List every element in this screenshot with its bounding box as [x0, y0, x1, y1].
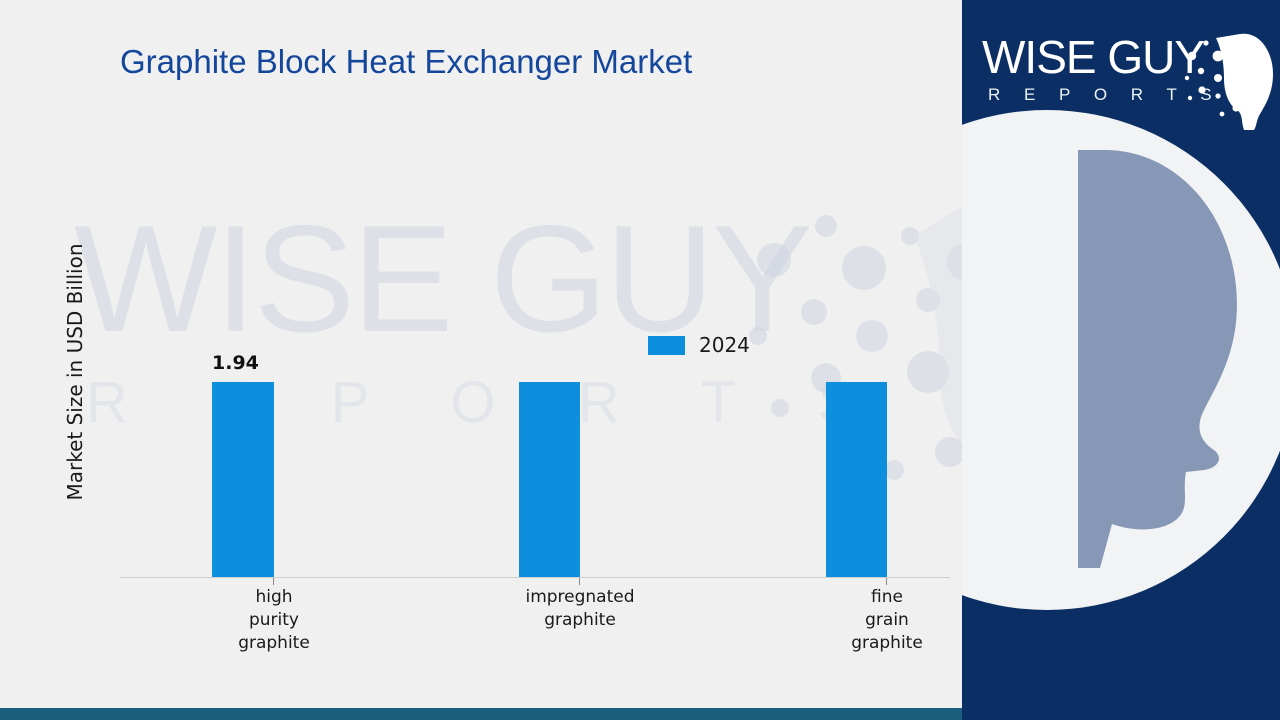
category-label-line: fine — [871, 587, 903, 607]
axis-tick — [886, 578, 887, 585]
logo-wise-text: WISE GUY — [982, 31, 1205, 83]
legend-label-2024: 2024 — [699, 333, 750, 357]
brand-panel: WISE GUY R E P O R T S — [962, 0, 1280, 720]
category-label-impregnated-graphite: impregnated graphite — [499, 586, 661, 632]
axis-tick — [273, 578, 274, 585]
bar-impregnated-graphite[interactable] — [519, 382, 580, 577]
logo-dots-head-icon — [1184, 33, 1273, 130]
category-label-line: graphite — [238, 633, 310, 653]
category-label-line: impregnated — [525, 587, 635, 607]
x-axis-baseline — [120, 577, 950, 578]
head-silhouette-icon — [1078, 150, 1237, 568]
category-label-line: purity — [248, 610, 299, 630]
category-label-fine-grain-graphite: fine grain graphite — [806, 586, 968, 655]
bar-value-label: 1.94 — [212, 352, 259, 374]
category-label-line: graphite — [544, 610, 616, 630]
axis-tick — [579, 578, 580, 585]
page-title: Graphite Block Heat Exchanger Market — [120, 43, 693, 80]
logo-reports-text: R E P O R T S — [988, 85, 1222, 104]
category-label-line: grain — [865, 610, 909, 630]
category-label-line: graphite — [851, 633, 923, 653]
chart-legend[interactable]: 2024 — [648, 333, 750, 357]
category-label-high-purity-graphite: high purity graphite — [193, 586, 355, 655]
bar-fine-grain-graphite[interactable] — [826, 382, 887, 577]
bar-high-purity-graphite[interactable] — [212, 382, 274, 577]
legend-swatch-2024 — [648, 335, 685, 355]
category-label-line: high — [255, 587, 293, 607]
brand-logo: WISE GUY R E P O R T S — [982, 30, 1273, 130]
plot-area: 1.94 high purity graphite impregnated gr… — [120, 333, 950, 655]
footer-strip — [0, 708, 962, 720]
